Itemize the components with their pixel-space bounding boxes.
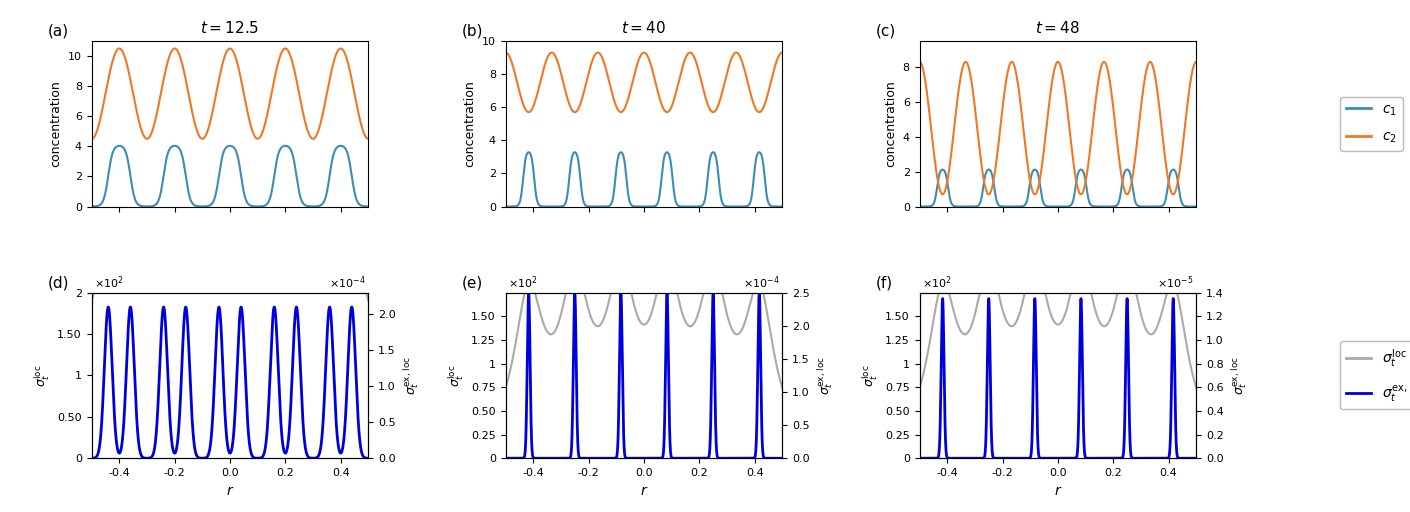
Title: $t = 48$: $t = 48$	[1035, 19, 1080, 36]
Title: $t = 40$: $t = 40$	[622, 19, 667, 36]
Text: (b): (b)	[461, 24, 482, 39]
Text: $\times10^{-4}$: $\times10^{-4}$	[743, 274, 780, 291]
Text: (c): (c)	[876, 24, 895, 39]
Text: (e): (e)	[461, 275, 482, 291]
X-axis label: $r$: $r$	[1053, 483, 1062, 498]
Legend: $c_1$, $c_2$: $c_1$, $c_2$	[1341, 97, 1403, 151]
Y-axis label: $\sigma_t^\mathrm{loc}$: $\sigma_t^\mathrm{loc}$	[446, 364, 465, 387]
X-axis label: $r$: $r$	[226, 483, 234, 498]
Text: (a): (a)	[48, 24, 69, 39]
Y-axis label: $\sigma_t^{\mathrm{ex,\,loc}}$: $\sigma_t^{\mathrm{ex,\,loc}}$	[815, 356, 835, 395]
Text: $\times10^{2}$: $\times10^{2}$	[94, 274, 124, 291]
Y-axis label: concentration: concentration	[884, 80, 897, 167]
Y-axis label: concentration: concentration	[464, 80, 477, 167]
Y-axis label: $\sigma_t^{\mathrm{ex,\,loc}}$: $\sigma_t^{\mathrm{ex,\,loc}}$	[402, 356, 422, 395]
Y-axis label: $\sigma_t^\mathrm{loc}$: $\sigma_t^\mathrm{loc}$	[860, 364, 880, 387]
Legend: $\sigma_t^\mathrm{loc}$, $\sigma_t^{\mathrm{ex,\,loc}}$: $\sigma_t^\mathrm{loc}$, $\sigma_t^{\mat…	[1341, 342, 1410, 410]
Text: (f): (f)	[876, 275, 893, 291]
Title: $t = 12.5$: $t = 12.5$	[200, 19, 259, 36]
Text: (d): (d)	[48, 275, 69, 291]
Text: $\times10^{-4}$: $\times10^{-4}$	[329, 274, 365, 291]
Y-axis label: concentration: concentration	[49, 80, 62, 167]
Text: $\times10^{-5}$: $\times10^{-5}$	[1158, 274, 1193, 291]
Text: $\times10^{2}$: $\times10^{2}$	[922, 274, 952, 291]
Text: $\times10^{2}$: $\times10^{2}$	[509, 274, 539, 291]
X-axis label: $r$: $r$	[640, 483, 649, 498]
Y-axis label: $\sigma_t^\mathrm{loc}$: $\sigma_t^\mathrm{loc}$	[32, 364, 52, 387]
Y-axis label: $\sigma_t^{\mathrm{ex,\,loc}}$: $\sigma_t^{\mathrm{ex,\,loc}}$	[1230, 356, 1249, 395]
